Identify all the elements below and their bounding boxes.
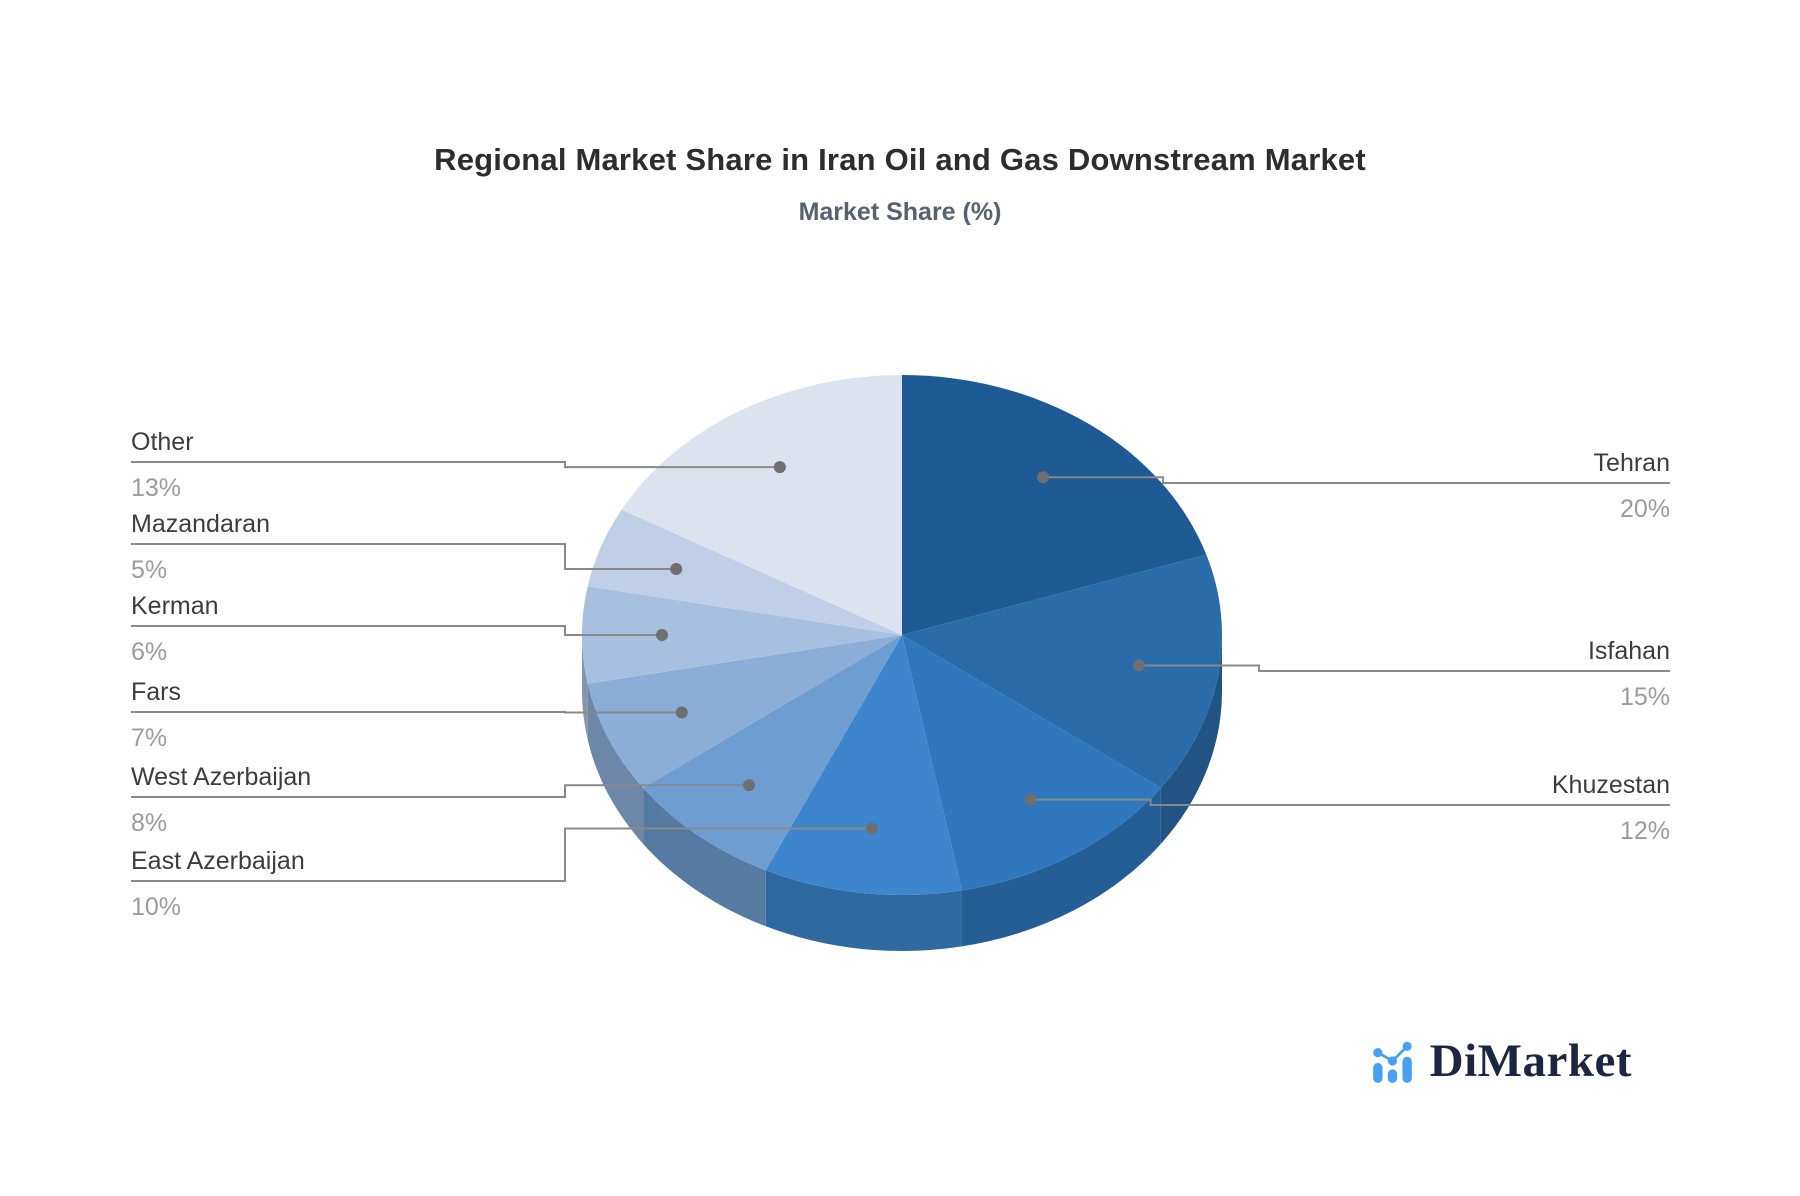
pie-slice-isfahan[interactable] [902,554,1222,788]
callout-dot-other [773,461,786,474]
pie-slice-mazandaran[interactable] [587,509,902,635]
pie-slice-tehran[interactable] [902,375,1207,635]
slice-value-fars: 7% [131,724,167,752]
callout-dot-east-azerbaijan [865,822,878,835]
pie-slice-side-kerman [582,635,588,740]
slice-label-tehran: Tehran [1594,449,1670,477]
slice-label-other: Other [131,428,194,456]
slice-label-fars: Fars [131,678,181,706]
slice-value-khuzestan: 12% [1620,817,1670,845]
callout-line-other [131,461,780,469]
pie-slice-fars[interactable] [587,635,902,788]
slice-label-east-azerbaijan: East Azerbaijan [131,847,305,875]
callout-line-isfahan [1139,664,1670,672]
chart-title: Regional Market Share in Iran Oil and Ga… [434,142,1366,177]
callout-dot-kerman [656,629,668,641]
bar-chart-dots-icon [1372,1041,1412,1083]
slice-label-isfahan: Isfahan [1588,637,1670,665]
callout-dot-fars [675,706,688,719]
pie-slice-kerman[interactable] [582,586,902,684]
slice-label-khuzestan: Khuzestan [1552,771,1670,799]
slice-value-west-azerbaijan: 8% [131,809,167,837]
chart-subtitle: Market Share (%) [798,198,1002,226]
callout-dot-tehran [1037,471,1050,484]
callout-line-east-azerbaijan [131,827,872,882]
callout-dot-west-azerbaijan [743,779,756,792]
slice-value-other: 13% [131,474,181,502]
slice-label-mazandaran: Mazandaran [131,510,270,538]
callout-line-mazandaran [131,543,677,570]
slice-label-kerman: Kerman [131,592,219,620]
slice-value-kerman: 6% [131,638,167,666]
logo-text: DiMarket [1429,1035,1632,1087]
pie-slice-other[interactable] [621,375,902,635]
callout-line-kerman [131,625,662,636]
pie-slice-khuzestan[interactable] [902,635,1161,891]
callout-dot-khuzestan [1024,793,1037,806]
callout-line-west-azerbaijan [131,784,750,798]
pie-slice-side-east-azerbaijan [765,870,962,951]
slice-value-mazandaran: 5% [131,556,167,584]
pie-slice-side-isfahan [1160,635,1222,844]
slice-label-west-azerbaijan: West Azerbaijan [131,763,311,791]
pie-slice-side-fars [587,683,644,844]
slice-value-tehran: 20% [1620,495,1670,523]
callout-line-khuzestan [1030,798,1670,806]
slice-value-isfahan: 15% [1620,683,1670,711]
callout-line-tehran [1043,476,1670,484]
callout-dot-mazandaran [670,562,683,575]
pie-slice-side-west-azerbaijan [643,787,766,927]
pie-slice-east-azerbaijan[interactable] [765,635,962,895]
pie-slice-west-azerbaijan[interactable] [643,635,902,871]
pie-slice-side-khuzestan [961,787,1161,947]
dimarket-logo[interactable]: DiMarket [1370,1038,1632,1085]
slice-value-east-azerbaijan: 10% [131,893,181,921]
callout-dot-isfahan [1133,659,1146,672]
